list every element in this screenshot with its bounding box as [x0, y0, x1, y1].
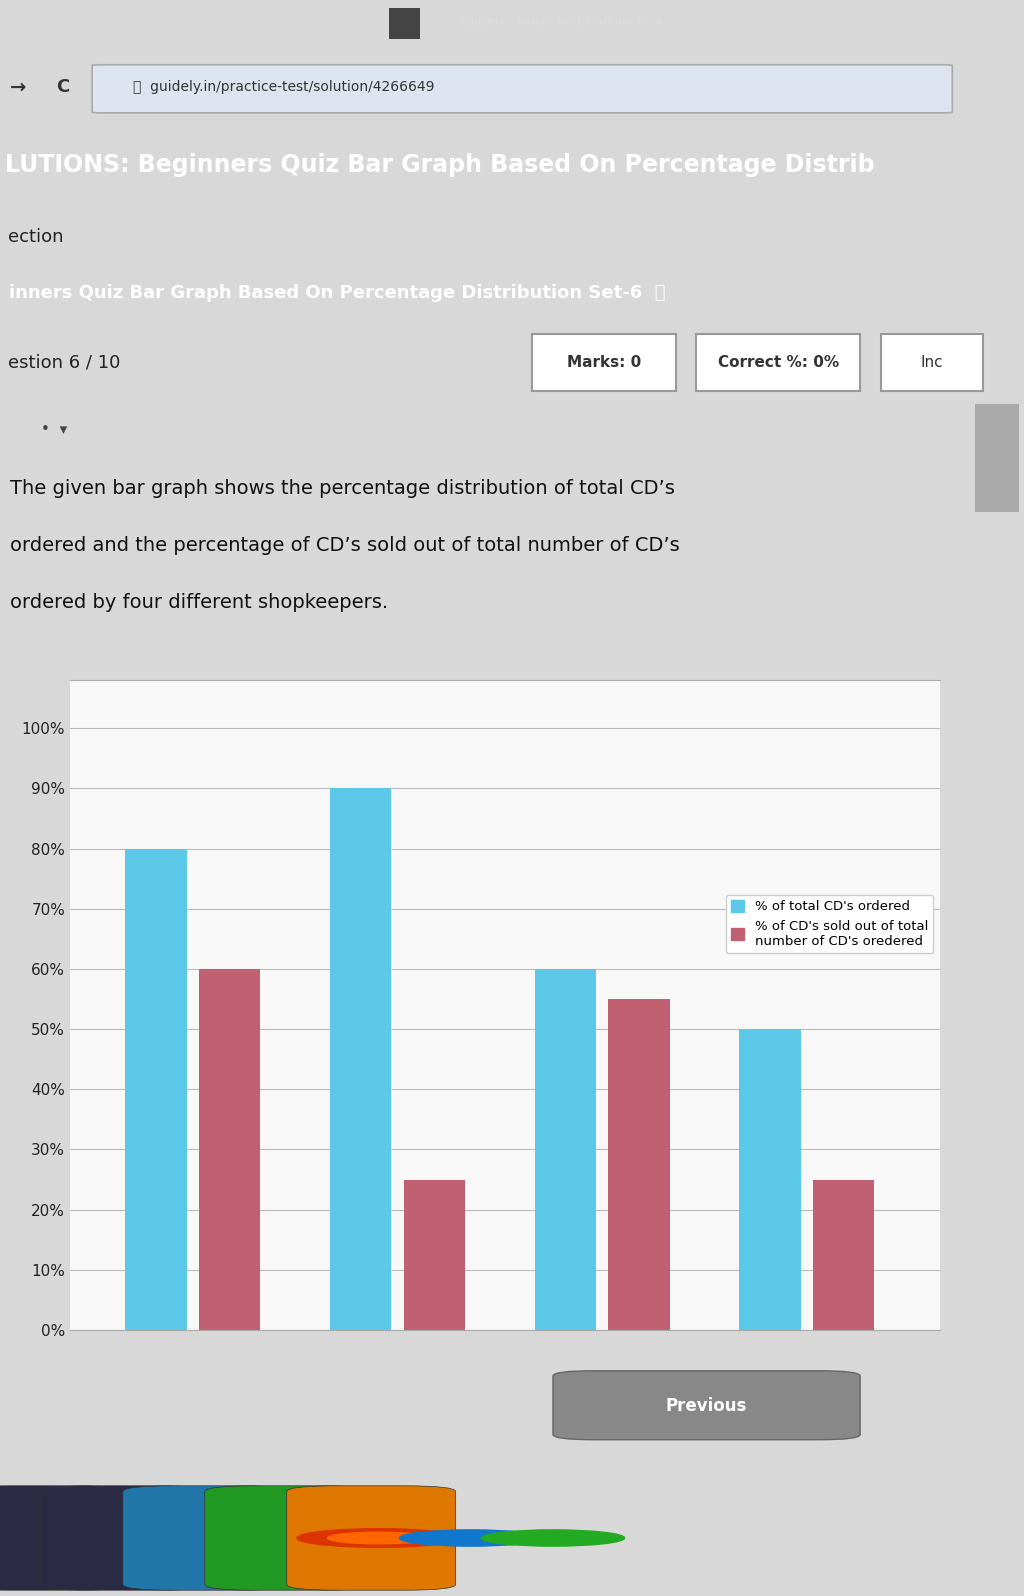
- Bar: [976, 404, 1019, 512]
- Bar: [608, 999, 670, 1329]
- Text: •  ▾: • ▾: [41, 423, 68, 437]
- Bar: [739, 1029, 801, 1329]
- Text: LUTIONS: Beginners Quiz Bar Graph Based On Percentage Distrib: LUTIONS: Beginners Quiz Bar Graph Based …: [5, 153, 874, 177]
- FancyBboxPatch shape: [881, 334, 983, 391]
- Text: Guidely – India's No.1 Platform fo  ✕: Guidely – India's No.1 Platform fo ✕: [462, 18, 665, 27]
- Text: →: →: [10, 78, 27, 97]
- FancyBboxPatch shape: [287, 1486, 456, 1590]
- Circle shape: [399, 1531, 543, 1547]
- Text: 🔒  guidely.in/practice-test/solution/4266649: 🔒 guidely.in/practice-test/solution/4266…: [133, 80, 434, 94]
- Bar: [389, 8, 420, 38]
- Bar: [403, 1179, 465, 1329]
- Bar: [535, 969, 596, 1329]
- Bar: [330, 788, 391, 1329]
- Circle shape: [481, 1531, 625, 1547]
- Bar: [125, 849, 186, 1329]
- Text: ordered by four different shopkeepers.: ordered by four different shopkeepers.: [9, 594, 388, 611]
- FancyBboxPatch shape: [532, 334, 676, 391]
- Text: inners Quiz Bar Graph Based On Percentage Distribution Set-6  ⓘ: inners Quiz Bar Graph Based On Percentag…: [9, 284, 666, 302]
- Bar: [813, 1179, 874, 1329]
- Circle shape: [297, 1529, 461, 1547]
- Text: The given bar graph shows the percentage distribution of total CD’s: The given bar graph shows the percentage…: [9, 479, 675, 498]
- FancyBboxPatch shape: [0, 1486, 128, 1590]
- Text: Marks: 0: Marks: 0: [567, 354, 641, 370]
- Text: C: C: [56, 78, 70, 96]
- FancyBboxPatch shape: [41, 1486, 210, 1590]
- Text: ection: ection: [8, 228, 63, 246]
- FancyBboxPatch shape: [696, 334, 860, 391]
- Bar: [199, 969, 260, 1329]
- FancyBboxPatch shape: [553, 1371, 860, 1440]
- Text: Inc: Inc: [921, 354, 943, 370]
- Text: estion 6 / 10: estion 6 / 10: [8, 353, 121, 372]
- Circle shape: [328, 1532, 430, 1543]
- Text: ordered and the percentage of CD’s sold out of total number of CD’s: ordered and the percentage of CD’s sold …: [9, 536, 680, 555]
- Text: Correct %: 0%: Correct %: 0%: [718, 354, 839, 370]
- FancyBboxPatch shape: [92, 65, 952, 113]
- Text: Previous: Previous: [666, 1396, 748, 1416]
- Legend: % of total CD's ordered, % of CD's sold out of total
number of CD's oredered: % of total CD's ordered, % of CD's sold …: [726, 895, 934, 953]
- FancyBboxPatch shape: [123, 1486, 292, 1590]
- FancyBboxPatch shape: [205, 1486, 374, 1590]
